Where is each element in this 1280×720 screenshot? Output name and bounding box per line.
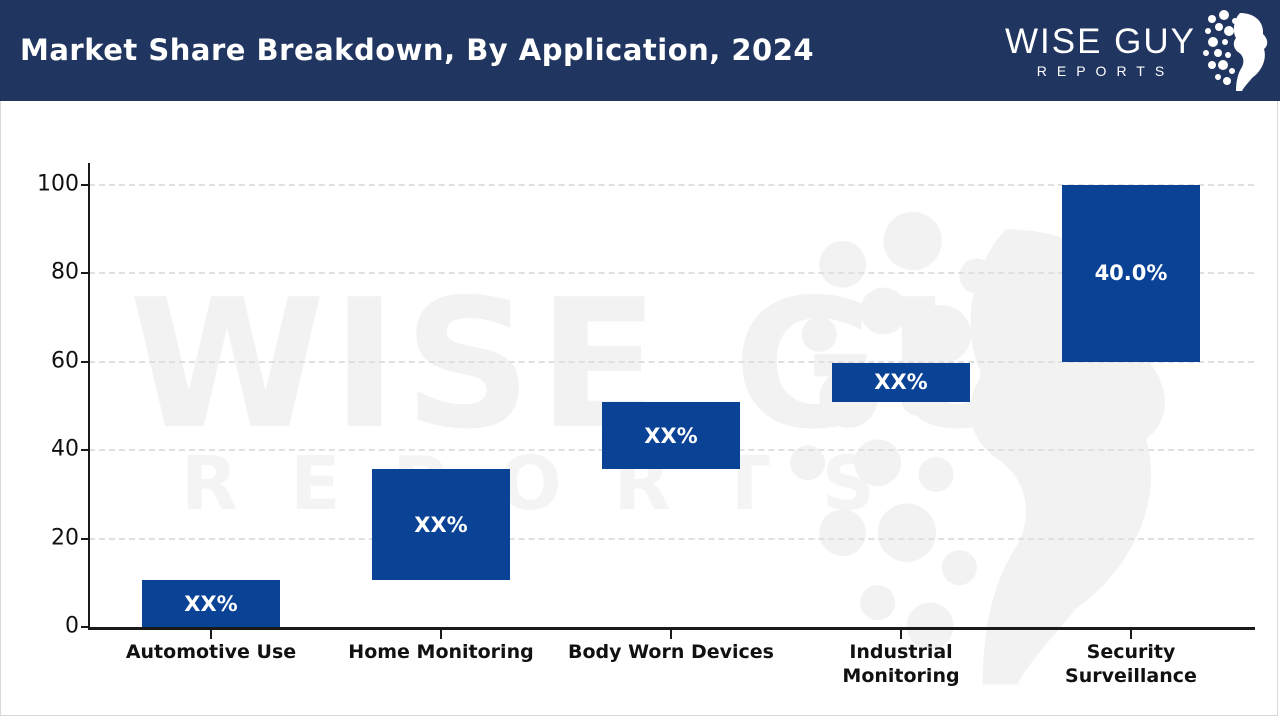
bar-2: [602, 402, 740, 470]
bar-3: [832, 362, 970, 402]
y-tick-60: [81, 360, 88, 363]
x-tick-0: [210, 630, 212, 639]
bar-value-label-3: XX%: [874, 370, 928, 395]
y-tick-label-40: 40: [51, 436, 79, 462]
chart-canvas: WISE GUY REPORTS 0 20 40 60 80 100 Automotive …: [0, 101, 1278, 716]
gridline-20: [89, 537, 1254, 540]
page-title: Market Share Breakdown, By Application, …: [20, 33, 815, 67]
y-tick-label-100: 100: [37, 171, 79, 197]
y-tick-label-80: 80: [51, 259, 79, 285]
x-axis-line: [88, 627, 1255, 630]
y-tick-40: [81, 449, 88, 452]
watermark-text-line2: REPORTS: [181, 441, 928, 527]
bar-value-label-0: XX%: [184, 591, 238, 616]
gridline-100: [89, 184, 1254, 186]
wiseguy-head-icon: [1203, 10, 1268, 91]
y-tick-80: [81, 272, 88, 275]
bar-value-label-4: 40.0%: [1094, 261, 1168, 286]
y-tick-label-20: 20: [51, 525, 79, 551]
y-tick-100: [81, 184, 88, 186]
x-tick-4: [1130, 630, 1132, 639]
gridline-60: [89, 360, 1254, 363]
x-category-label-1: Home Monitoring: [348, 641, 534, 663]
x-category-label-3: Industrial Monitoring: [842, 641, 960, 687]
wiseguy-logo-line1: WISE GUY: [1004, 21, 1196, 61]
bar-4: [1062, 185, 1200, 362]
y-tick-20: [81, 537, 88, 540]
y-tick-label-0: 0: [65, 613, 79, 639]
bar-value-label-1: XX%: [414, 512, 468, 537]
x-tick-2: [670, 630, 672, 639]
x-category-label-4: Security Surveillance: [1065, 641, 1197, 687]
x-tick-3: [900, 630, 902, 639]
wiseguy-logo-text: WISE GUY REPORTS: [1005, 24, 1196, 79]
y-axis-line: [88, 163, 90, 629]
y-tick-label-60: 60: [51, 348, 79, 374]
bar-0: [142, 580, 280, 627]
bar-1: [372, 469, 510, 581]
x-category-label-0: Automotive Use: [125, 641, 297, 663]
gridline-80: [89, 272, 1254, 275]
x-tick-1: [440, 630, 442, 639]
bar-value-label-2: XX%: [644, 423, 698, 448]
y-tick-0: [81, 626, 88, 628]
wiseguy-logo: WISE GUY REPORTS: [1005, 6, 1270, 96]
header-bar: Market Share Breakdown, By Application, …: [0, 0, 1280, 101]
x-category-label-2: Body Worn Devices: [568, 641, 774, 663]
plot-region: 0 20 40 60 80 100 Automotive Use Home Monitorin…: [1, 101, 1280, 720]
wiseguy-logo-line2: REPORTS: [1036, 62, 1175, 79]
